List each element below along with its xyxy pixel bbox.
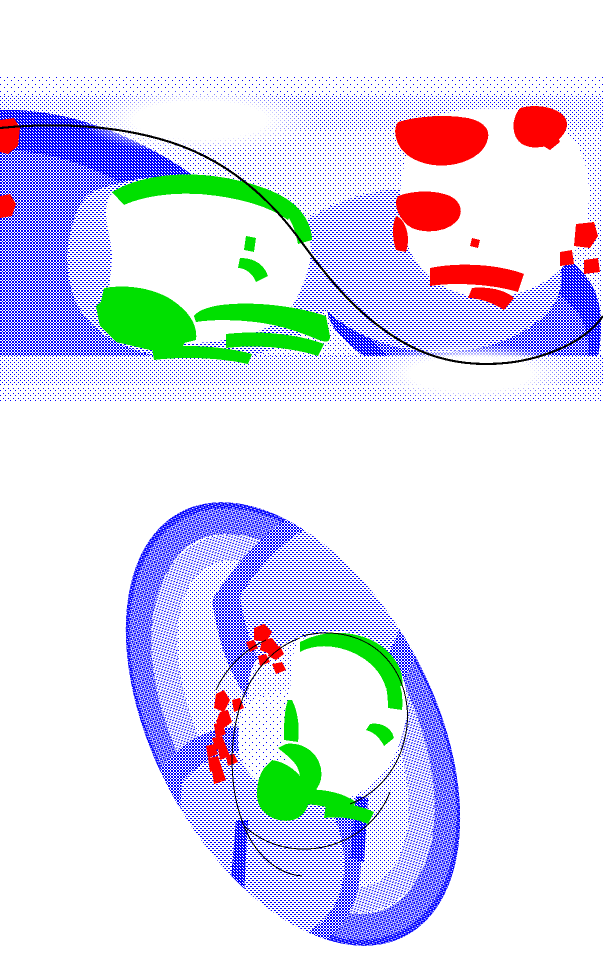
top-separatrix-contour bbox=[0, 124, 603, 365]
top-panel-planar-projection bbox=[0, 76, 603, 404]
bottom-red-filaments bbox=[206, 624, 286, 784]
bottom-inner-contours bbox=[215, 632, 408, 877]
top-red-patches bbox=[0, 106, 600, 310]
bottom-green-patches bbox=[256, 632, 403, 824]
top-relief-a bbox=[80, 86, 320, 154]
bottom-seam-left bbox=[230, 820, 248, 894]
